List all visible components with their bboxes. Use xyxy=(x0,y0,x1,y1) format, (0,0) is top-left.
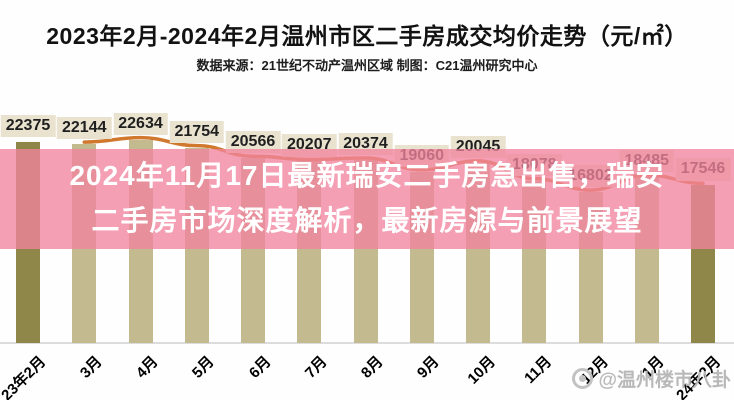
weibo-badge-icon xyxy=(572,368,594,389)
x-axis-label: 6月 xyxy=(245,353,275,382)
headline-banner: 2024年11月17日最新瑞安二手房急出售，瑞安 二手房市场深度解析，最新房源与… xyxy=(0,149,734,249)
headline-line-2: 二手房市场深度解析，最新房源与前景展望 xyxy=(91,205,643,236)
x-axis-label: 3月 xyxy=(76,353,106,382)
bar-value-label: 22634 xyxy=(113,112,168,135)
x-axis-label: 5月 xyxy=(189,353,218,382)
headline-line-1: 2024年11月17日最新瑞安二手房急出售，瑞安 xyxy=(69,160,665,192)
x-axis-label: 7月 xyxy=(301,353,331,382)
bar-value-label: 21754 xyxy=(169,120,224,143)
chart-source-note: 数据来源：21世纪不动产温州区域 制图：C21温州研究中心 xyxy=(196,58,538,73)
x-axis-label: 8月 xyxy=(358,353,387,382)
chart-title: 2023年2月-2024年2月温州市区二手房成交均价走势（元/㎡） xyxy=(46,23,688,49)
x-axis-line xyxy=(0,342,734,344)
watermark-handle: @温州楼市八卦 xyxy=(598,370,731,391)
bar-value-label: 22375 xyxy=(0,115,56,138)
x-axis-label: 4月 xyxy=(133,353,162,382)
x-axis-label: 23年2月 xyxy=(0,353,50,400)
x-axis-label: 9月 xyxy=(414,353,443,382)
x-axis-label: 11月 xyxy=(521,353,556,387)
x-axis-label: 10月 xyxy=(464,353,500,388)
watermark: @温州楼市八卦 xyxy=(572,365,731,392)
bar-value-label: 22144 xyxy=(57,117,112,140)
